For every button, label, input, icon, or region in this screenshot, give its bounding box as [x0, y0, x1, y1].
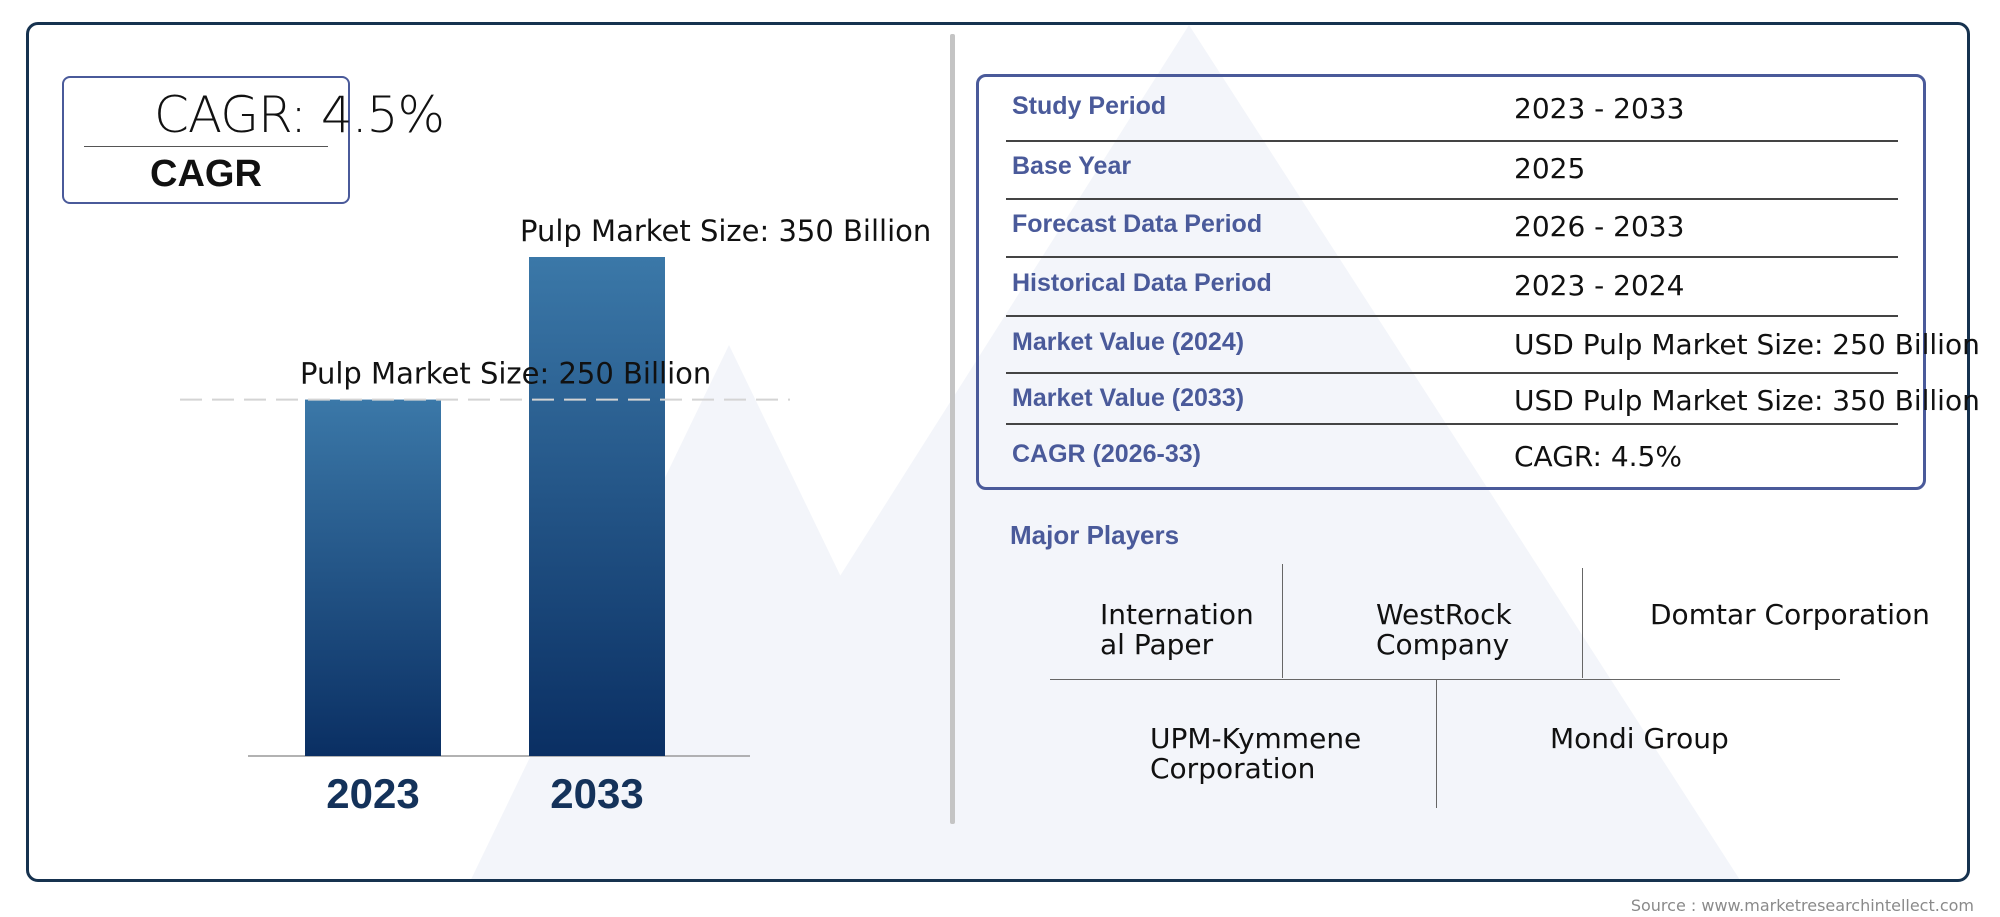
info-row-key: CAGR (2026-33) [1012, 440, 1201, 468]
bar-2023 [305, 399, 441, 756]
player-name: WestRock Company [1376, 600, 1512, 660]
info-row-key: Study Period [1012, 92, 1167, 120]
info-row: CAGR (2026-33) CAGR: 4.5% [1004, 440, 1922, 496]
info-row-value: USD Pulp Market Size: 250 Billion [1514, 328, 1980, 361]
player-name: Internation al Paper [1100, 600, 1254, 660]
player-name: UPM-Kymmene Corporation [1150, 724, 1361, 784]
cagr-box [62, 76, 350, 204]
info-row-divider [1006, 256, 1898, 258]
x-tick-label: 2033 [550, 770, 643, 817]
players-grid-line [1582, 568, 1583, 678]
info-row-key: Historical Data Period [1012, 269, 1272, 297]
info-row-value: USD Pulp Market Size: 350 Billion [1514, 384, 1980, 417]
bar-data-label: Pulp Market Size: 250 Billion [300, 357, 711, 391]
info-row-value: 2023 - 2024 [1514, 269, 1685, 302]
player-name-line: WestRock [1376, 598, 1512, 631]
info-row-value: CAGR: 4.5% [1514, 440, 1682, 473]
player-name-line: Internation [1100, 598, 1254, 631]
bar-data-label: Pulp Market Size: 350 Billion [520, 214, 931, 248]
info-row-value: 2025 [1514, 152, 1586, 185]
source-credit: Source : www.marketresearchintellect.com [1630, 896, 1974, 915]
info-row-divider [1006, 423, 1898, 425]
info-row-value: 2023 - 2033 [1514, 92, 1685, 125]
info-row-divider [1006, 372, 1898, 374]
info-row-divider [1006, 315, 1898, 317]
info-row: Historical Data Period 2023 - 2024 [1004, 269, 1922, 325]
info-row-key: Forecast Data Period [1012, 210, 1263, 238]
info-row-key: Market Value (2024) [1012, 328, 1245, 356]
info-table-box [976, 74, 1926, 490]
player-name-line: al Paper [1100, 628, 1214, 661]
cagr-label: CAGR [150, 153, 262, 195]
player-name-line: Company [1376, 628, 1510, 661]
player-name: Mondi Group [1550, 724, 1729, 754]
player-name: Domtar Corporation [1650, 600, 1930, 630]
info-row: Market Value (2024) USD Pulp Market Size:… [1004, 328, 1980, 384]
info-row-divider [1006, 140, 1898, 142]
info-row-key: Base Year [1012, 152, 1132, 180]
info-row-value: 2026 - 2033 [1514, 210, 1685, 243]
bar-chart: Pulp Market Size: 250 Billion Pulp Market… [180, 214, 931, 817]
x-tick-label: 2023 [326, 770, 419, 817]
info-row: Study Period 2023 - 2033 [1004, 92, 1922, 148]
info-row: Base Year 2025 [1004, 152, 1922, 208]
players-grid-line [1436, 680, 1437, 808]
players-title: Major Players [1010, 520, 1180, 550]
player-name-line: Domtar Corporation [1650, 598, 1930, 631]
cagr-value: CAGR: 4.5% [154, 86, 445, 144]
player-name-line: Corporation [1150, 752, 1316, 785]
cagr-divider [84, 146, 328, 147]
player-name-line: UPM-Kymmene [1150, 722, 1362, 755]
column-divider [950, 34, 955, 824]
players-grid-line [1050, 679, 1840, 680]
player-name-line: Mondi Group [1550, 722, 1729, 755]
bar-2033 [529, 257, 665, 756]
info-row-divider [1006, 198, 1898, 200]
players-grid-line [1282, 564, 1283, 678]
info-row-key: Market Value (2033) [1012, 384, 1245, 412]
info-row: Market Value (2033) USD Pulp Market Size:… [1004, 384, 1980, 440]
info-row: Forecast Data Period 2026 - 2033 [1004, 210, 1922, 266]
